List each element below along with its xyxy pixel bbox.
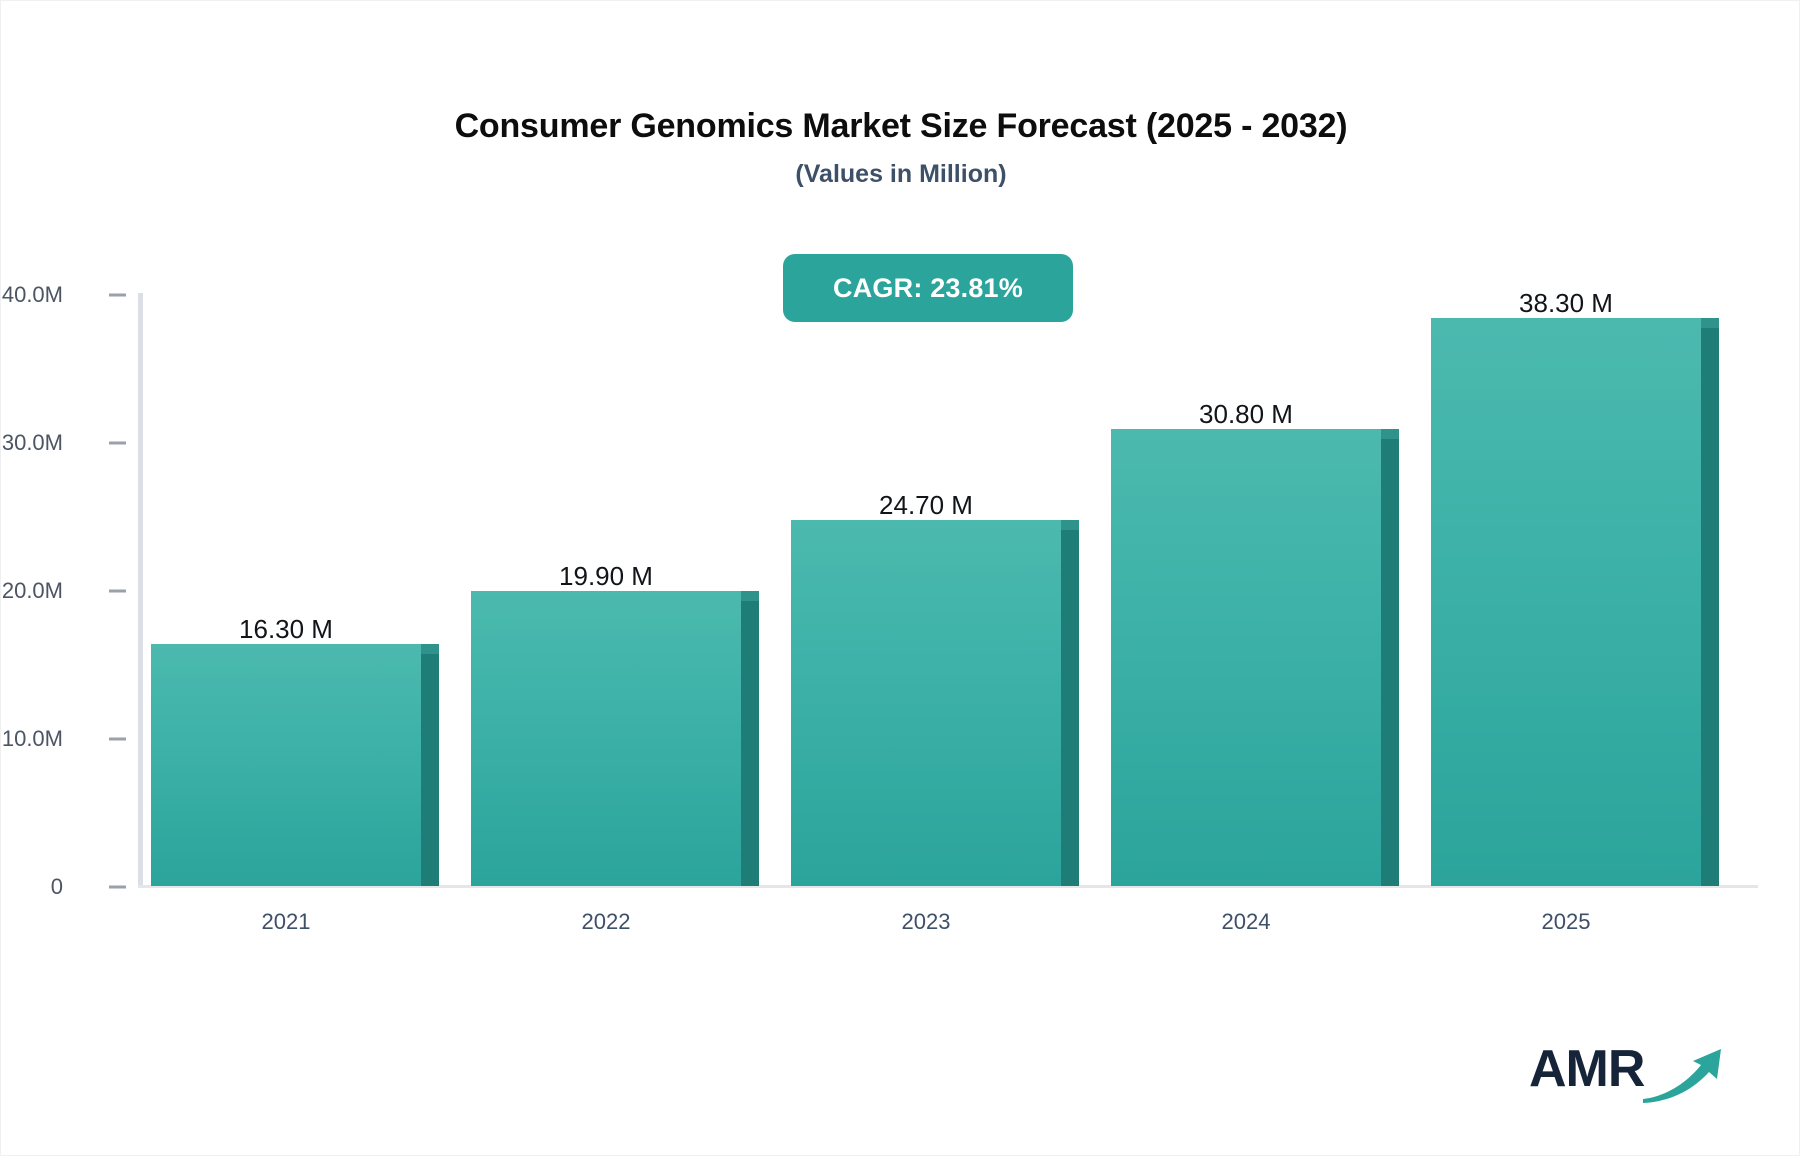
bar-side-top-2025 <box>1701 318 1719 328</box>
bar-side-2025 <box>1701 328 1719 886</box>
bar-side-2024 <box>1381 439 1399 886</box>
bar-side-2023 <box>1061 530 1079 886</box>
x-tick-label-2024: 2024 <box>1221 909 1271 934</box>
bar-side-top-2022 <box>741 591 759 601</box>
bar-value-label-2022: 19.90 M <box>559 561 653 591</box>
x-axis-line <box>138 885 1758 888</box>
bar-value-label-2023: 24.70 M <box>879 490 973 520</box>
y-tick-label-40: 40.0M <box>1 282 63 307</box>
bar-face-2021 <box>151 644 421 886</box>
y-tick-dash-40 <box>109 293 126 297</box>
bar-side-top-2021 <box>421 644 439 654</box>
cagr-badge: CAGR: 23.81% <box>783 254 1073 322</box>
bar-value-label-2024: 30.80 M <box>1199 399 1293 429</box>
bar-face-2024 <box>1111 429 1381 886</box>
x-tick-label-2022: 2022 <box>581 909 631 934</box>
chart-title: Consumer Genomics Market Size Forecast (… <box>454 107 1348 145</box>
bar-side-2022 <box>741 601 759 886</box>
y-axis-line <box>138 293 143 887</box>
bar-side-2021 <box>421 654 439 886</box>
bar-face-2022 <box>471 591 741 886</box>
title-block: Consumer Genomics Market Size Forecast (… <box>1 107 1800 189</box>
bar-value-label-2025: 38.30 M <box>1519 288 1613 318</box>
y-tick-dash-30 <box>109 441 126 445</box>
amr-logo: AMR <box>1529 1040 1721 1111</box>
y-tick-label-0: 0 <box>50 874 63 899</box>
bar-group-2025[interactable] <box>1431 318 1719 886</box>
x-tick-label-2021: 2021 <box>261 909 311 934</box>
bar-side-top-2023 <box>1061 520 1079 530</box>
y-tick-label-20: 20.0M <box>1 578 63 603</box>
bar-group-2021[interactable] <box>151 644 439 886</box>
y-tick-dash-10 <box>109 737 126 741</box>
bar-face-2025 <box>1431 318 1701 886</box>
bar-group-2024[interactable] <box>1111 429 1399 886</box>
y-tick-label-10: 10.0M <box>1 726 63 751</box>
bar-side-top-2024 <box>1381 429 1399 439</box>
x-tick-label-2023: 2023 <box>901 909 951 934</box>
x-tick-label-2025: 2025 <box>1541 909 1591 934</box>
bar-group-2022[interactable] <box>471 591 759 886</box>
growth-arrow-icon <box>1643 1049 1721 1103</box>
bar-face-2023 <box>791 520 1061 886</box>
amr-logo-text: AMR <box>1529 1040 1645 1098</box>
y-tick-label-30: 30.0M <box>1 430 63 455</box>
bar-group-2023[interactable] <box>791 520 1079 886</box>
y-tick-dash-0 <box>109 885 126 889</box>
chart-subtitle: (Values in Million) <box>795 160 1007 189</box>
bar-value-label-2021: 16.30 M <box>239 614 333 644</box>
y-tick-dash-20 <box>109 589 126 593</box>
